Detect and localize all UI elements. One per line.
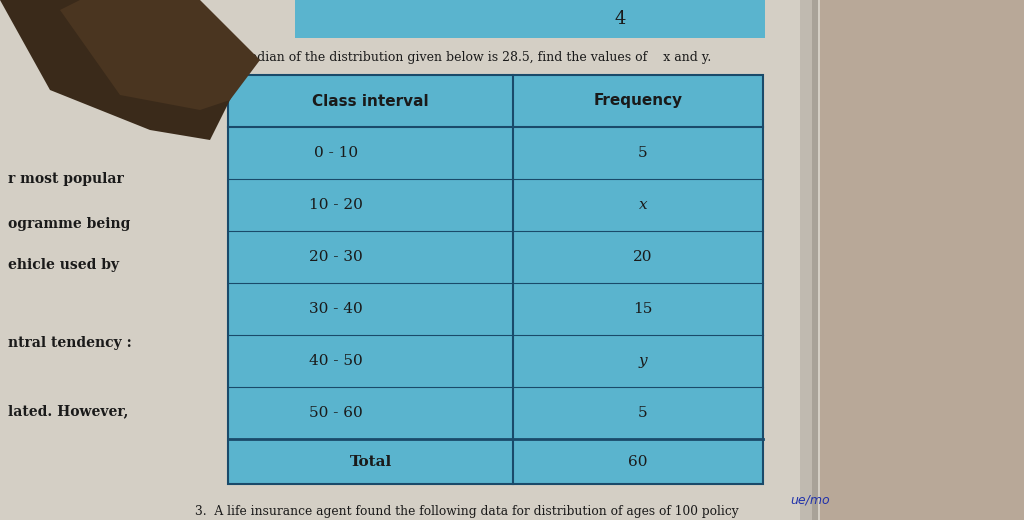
Bar (228, 75, 763, 484)
Text: r most popular: r most popular (8, 173, 124, 186)
Text: ue/mo: ue/mo (791, 493, 829, 506)
Text: lated. However,: lated. However, (8, 404, 128, 418)
Text: 20: 20 (633, 250, 652, 264)
Text: x: x (639, 198, 647, 212)
Text: 50 - 60: 50 - 60 (309, 406, 364, 420)
Text: 30 - 40: 30 - 40 (309, 302, 364, 316)
Text: 40 - 50: 40 - 50 (309, 354, 364, 368)
Polygon shape (60, 0, 260, 110)
Text: ehicle used by: ehicle used by (8, 258, 119, 272)
Text: Class interval: Class interval (312, 94, 429, 109)
Text: Frequency: Frequency (594, 94, 683, 109)
Text: Total: Total (349, 454, 391, 469)
Text: 5: 5 (638, 146, 648, 160)
Text: 3.  A life insurance agent found the following data for distribution of ages of : 3. A life insurance agent found the foll… (195, 505, 738, 518)
Text: 5: 5 (638, 406, 648, 420)
Text: ntral tendency :: ntral tendency : (8, 336, 132, 350)
Text: 0 - 10: 0 - 10 (314, 146, 358, 160)
Text: 20 - 30: 20 - 30 (309, 250, 364, 264)
Text: y: y (639, 354, 647, 368)
Text: f the median of the distribution given below is 28.5, find the values of    x an: f the median of the distribution given b… (205, 51, 712, 64)
Bar (812, 0, 818, 520)
Text: 60: 60 (629, 454, 648, 469)
Bar (800, 0, 812, 520)
Bar (820, 0, 1024, 520)
Text: ogramme being: ogramme being (8, 217, 130, 230)
Polygon shape (0, 0, 240, 140)
Text: 10 - 20: 10 - 20 (309, 198, 364, 212)
Text: 4: 4 (614, 10, 626, 28)
Bar (295, 0, 765, 38)
Text: 15: 15 (633, 302, 652, 316)
